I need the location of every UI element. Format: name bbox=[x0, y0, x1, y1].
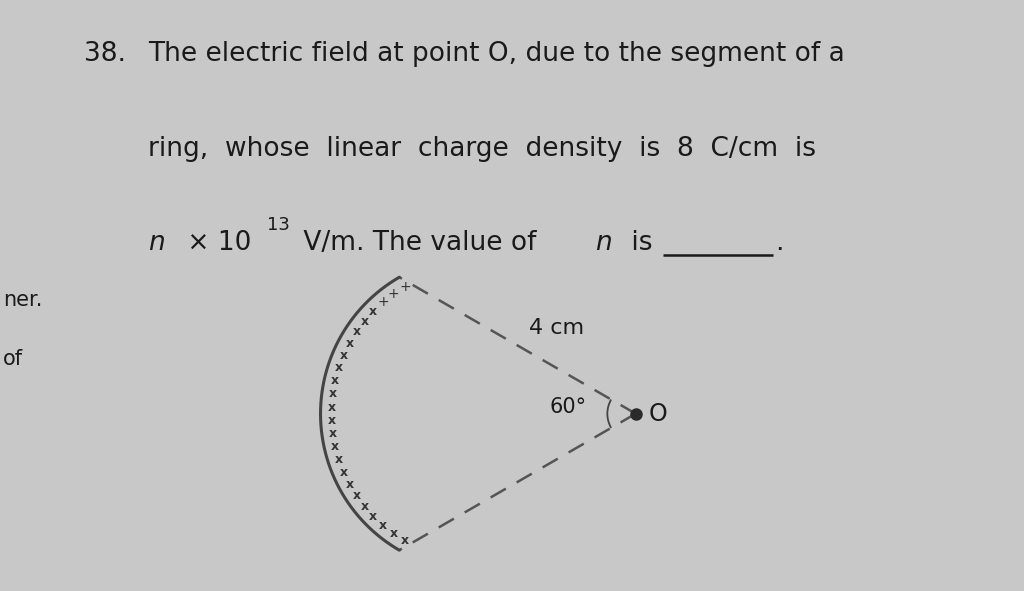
Text: +: + bbox=[388, 287, 399, 301]
Text: x: x bbox=[329, 387, 337, 400]
Text: x: x bbox=[360, 314, 369, 327]
Text: x: x bbox=[335, 453, 343, 466]
Text: × 10: × 10 bbox=[179, 230, 252, 256]
Text: 4 cm: 4 cm bbox=[528, 317, 584, 337]
Text: 13: 13 bbox=[267, 216, 290, 233]
Text: x: x bbox=[328, 414, 336, 427]
Text: $n$: $n$ bbox=[148, 230, 166, 256]
Text: x: x bbox=[329, 427, 337, 440]
Text: x: x bbox=[370, 305, 378, 318]
Text: .: . bbox=[775, 230, 783, 256]
Text: of: of bbox=[3, 349, 24, 369]
Text: x: x bbox=[345, 478, 353, 491]
Text: ner.: ner. bbox=[3, 290, 42, 310]
Text: x: x bbox=[360, 500, 369, 513]
Text: x: x bbox=[340, 466, 348, 479]
Text: x: x bbox=[389, 527, 397, 540]
Text: x: x bbox=[340, 349, 348, 362]
Text: x: x bbox=[400, 534, 409, 547]
Text: O: O bbox=[648, 402, 667, 426]
Text: +: + bbox=[399, 280, 411, 294]
Text: 60°: 60° bbox=[550, 397, 587, 417]
Text: V/m. The value of: V/m. The value of bbox=[295, 230, 545, 256]
Text: x: x bbox=[345, 337, 353, 350]
Text: x: x bbox=[352, 326, 360, 339]
Text: +: + bbox=[377, 295, 389, 309]
Text: x: x bbox=[352, 489, 360, 502]
Text: x: x bbox=[328, 401, 336, 414]
Text: x: x bbox=[379, 519, 387, 532]
Text: x: x bbox=[332, 374, 339, 387]
Text: $n$: $n$ bbox=[595, 230, 612, 256]
Text: is: is bbox=[623, 230, 652, 256]
Text: x: x bbox=[332, 440, 339, 453]
Text: ring,  whose  linear  charge  density  is  8  C/cm  is: ring, whose linear charge density is 8 C… bbox=[148, 136, 816, 162]
Text: x: x bbox=[335, 361, 343, 374]
Text: The electric field at point O, due to the segment of a: The electric field at point O, due to th… bbox=[148, 41, 845, 67]
Text: 38.: 38. bbox=[84, 41, 126, 67]
Text: x: x bbox=[370, 509, 378, 522]
